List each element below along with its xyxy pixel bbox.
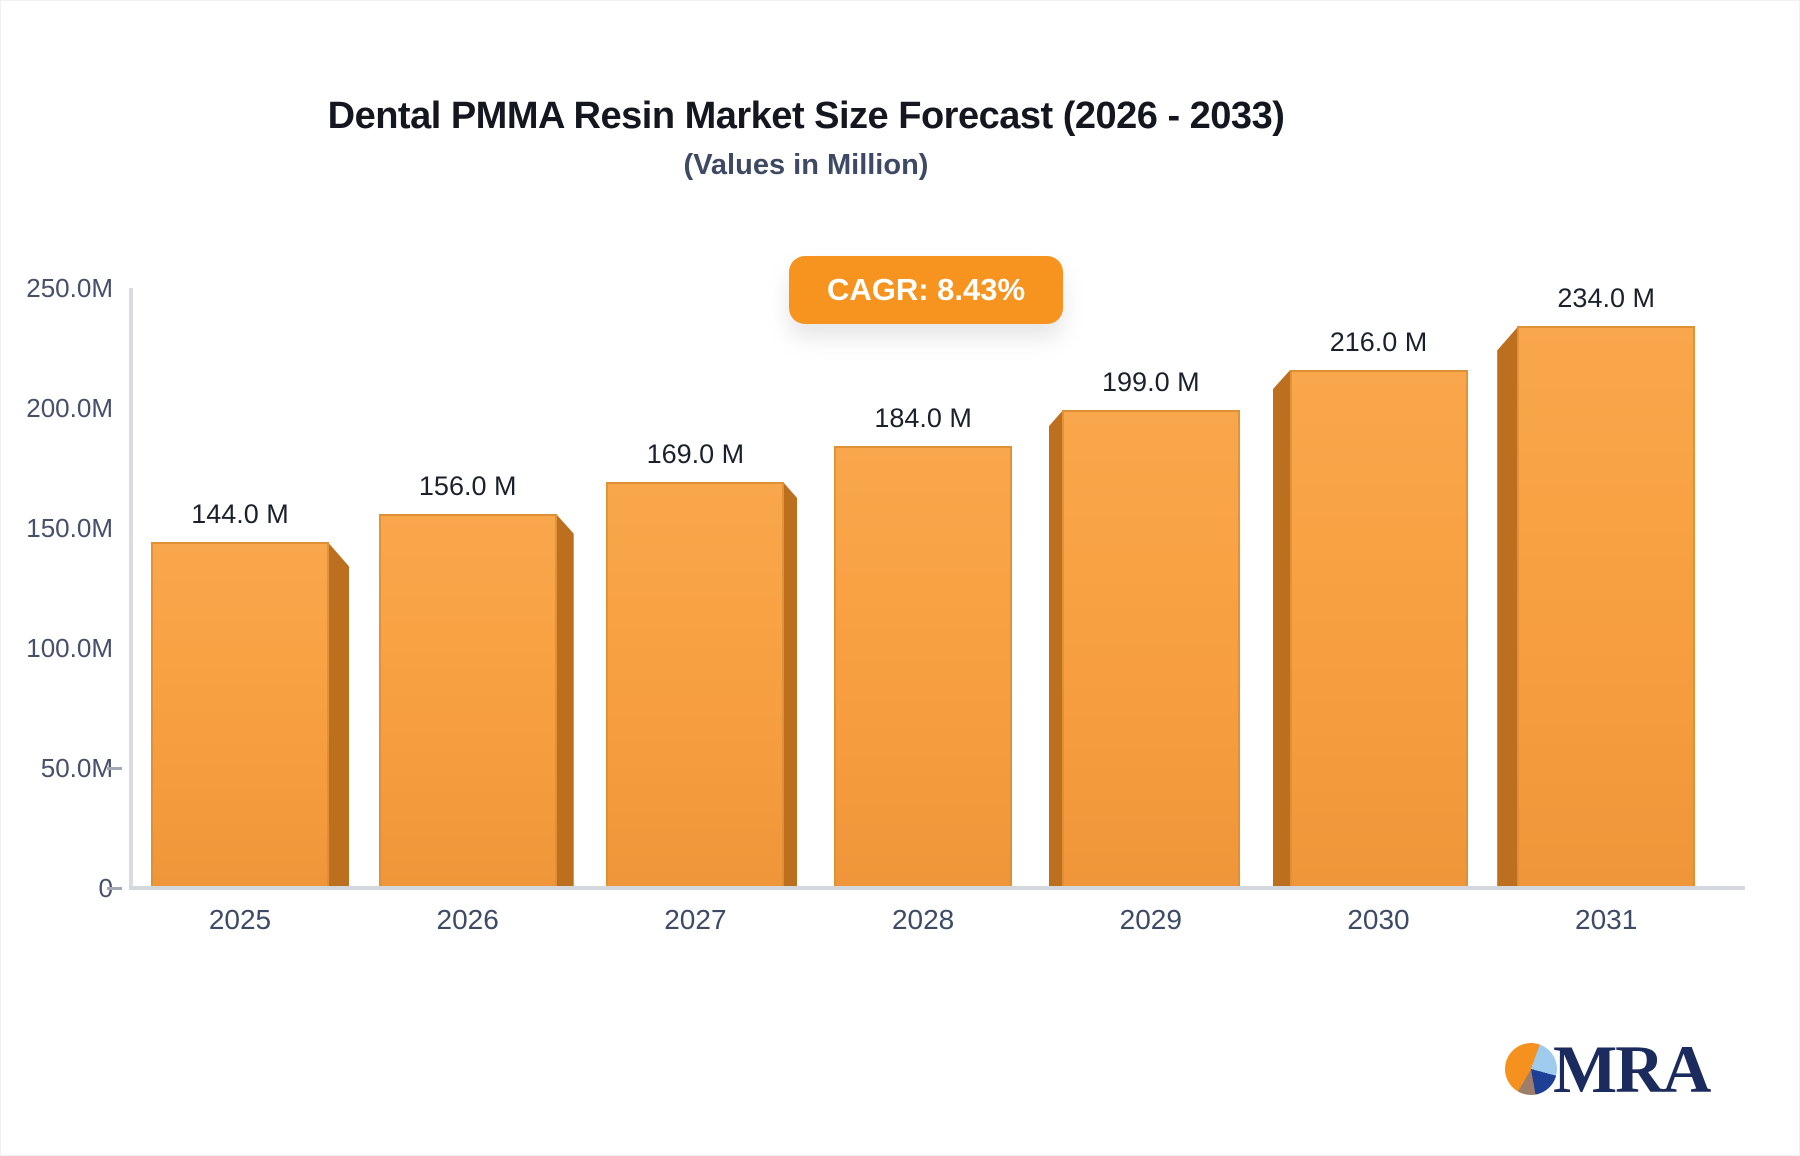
bar-2031	[1517, 326, 1696, 890]
bar-side-2027	[783, 482, 798, 890]
y-axis-label: 250.0M	[26, 273, 113, 303]
y-axis-tick	[107, 886, 122, 890]
x-axis-label-2027: 2027	[664, 904, 727, 935]
bar-value-label-2030: 216.0 M	[1329, 326, 1428, 357]
x-axis-label-2030: 2030	[1347, 904, 1410, 935]
bar-2028	[834, 446, 1013, 890]
bar-value-label-2027: 169.0 M	[646, 439, 745, 470]
x-axis-label-2026: 2026	[436, 904, 499, 935]
x-axis-label-2025: 2025	[208, 904, 272, 935]
y-axis-label: 200.0M	[26, 393, 113, 423]
bar-value-label-2028: 184.0 M	[874, 403, 972, 434]
y-axis-label: 0	[98, 873, 113, 903]
bar-side-2026	[555, 513, 574, 890]
bar-side-2031	[1497, 326, 1519, 890]
chart-title: Dental PMMA Resin Market Size Forecast (…	[327, 95, 1285, 137]
bar-side-2029	[1048, 410, 1063, 890]
x-axis-label-2029: 2029	[1119, 904, 1182, 935]
x-axis-label-2028: 2028	[891, 904, 955, 935]
bar-2030	[1289, 369, 1468, 890]
y-axis-label: 100.0M	[26, 633, 113, 663]
bar-value-label-2029: 199.0 M	[1102, 367, 1200, 398]
x-axis-baseline	[129, 886, 1745, 890]
cagr-badge: CAGR: 8.43%	[789, 256, 1063, 324]
y-axis-label: 150.0M	[26, 513, 113, 543]
x-axis-label-2031: 2031	[1575, 904, 1638, 935]
logo: MRA	[1505, 1031, 1711, 1107]
bar-2029	[1061, 410, 1240, 890]
pie-chart-logo-icon	[1505, 1043, 1557, 1095]
bar-2027	[606, 482, 785, 890]
bar-2026	[378, 513, 557, 890]
cagr-badge-label: CAGR: 8.43%	[826, 272, 1026, 307]
chart-subtitle: (Values in Million)	[683, 149, 929, 181]
bar-value-label-2031: 234.0 M	[1557, 283, 1655, 314]
y-axis-label: 50.0M	[40, 753, 113, 783]
y-axis-tick	[107, 766, 122, 770]
bar-2025	[151, 542, 329, 890]
bar-side-2025	[328, 542, 349, 890]
bar-value-label-2025: 144.0 M	[191, 499, 289, 530]
y-axis-line	[129, 288, 133, 890]
bar-value-label-2026: 156.0 M	[418, 470, 517, 501]
bar-side-2030	[1272, 369, 1291, 890]
logo-text: MRA	[1553, 1031, 1711, 1107]
